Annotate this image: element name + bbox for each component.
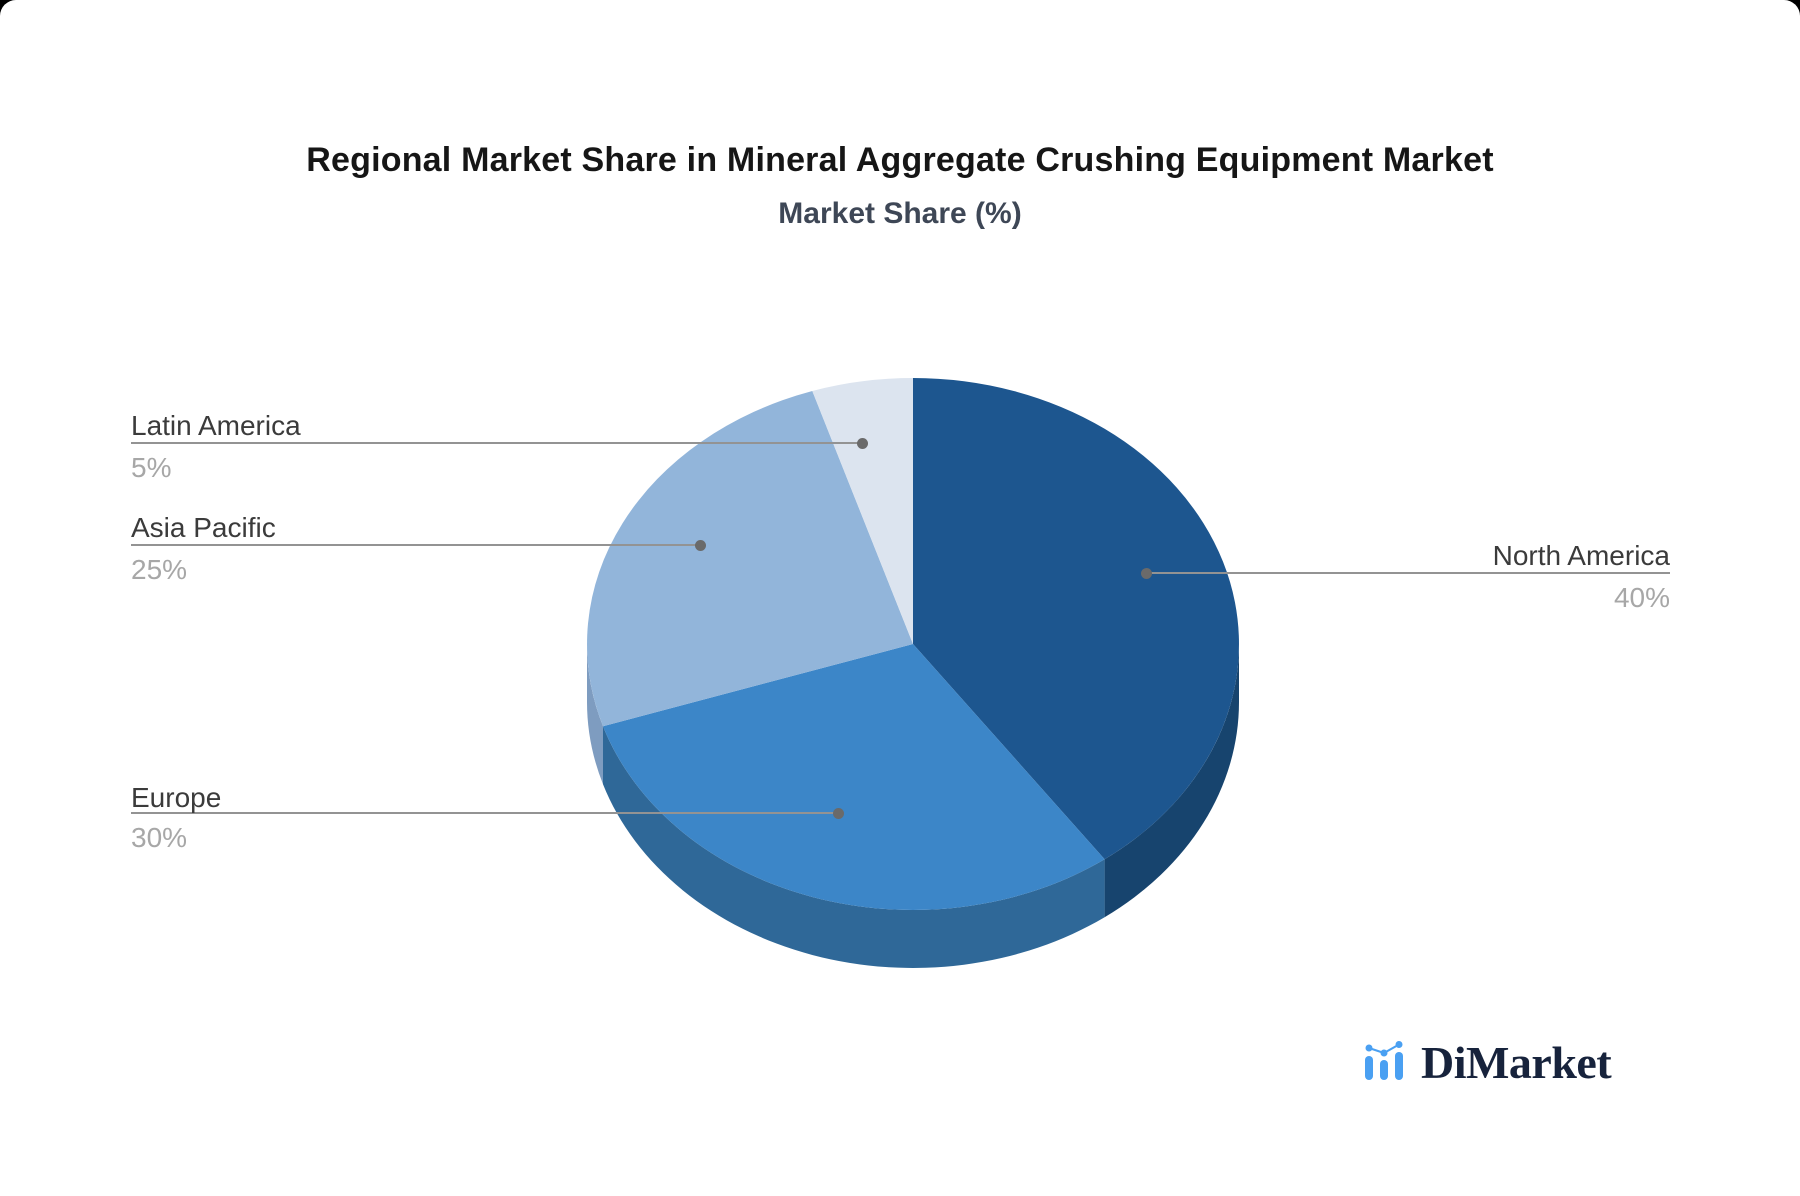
brand-logo: DiMarket <box>1363 1037 1612 1088</box>
brand-name: DiMarket <box>1421 1037 1612 1088</box>
value-north-america: 40% <box>1613 582 1670 613</box>
pie-slice-side-asia-pacific <box>587 644 603 785</box>
leader-dot-asia-pacific <box>695 540 706 551</box>
leader-dot-europe <box>833 808 844 819</box>
pie-slice-north-america[interactable] <box>913 378 1239 860</box>
leader-line-europe <box>131 812 838 814</box>
pie-slice-latin-america[interactable] <box>812 378 913 644</box>
value-europe: 30% <box>131 822 188 853</box>
chart-title: Regional Market Share in Mineral Aggrega… <box>306 141 1494 179</box>
label-north-america: North America <box>1492 540 1670 571</box>
label-latin-america: Latin America <box>131 410 301 441</box>
pie-slice-asia-pacific[interactable] <box>587 391 913 727</box>
leader-dot-latin-america <box>857 438 868 449</box>
value-latin-america: 5% <box>131 452 172 483</box>
pie-slice-europe[interactable] <box>603 644 1105 910</box>
leader-dot-north-america <box>1141 568 1152 579</box>
value-asia-pacific: 25% <box>131 554 188 585</box>
pie-slice-side-north-america <box>1104 644 1239 918</box>
leader-line-asia-pacific <box>131 544 700 546</box>
bar-line-chart-icon <box>1365 1041 1403 1080</box>
label-asia-pacific: Asia Pacific <box>131 512 276 543</box>
label-europe: Europe <box>131 782 222 813</box>
pie-slice-side-europe <box>603 726 1105 968</box>
leader-line-latin-america <box>131 442 862 444</box>
leader-line-north-america <box>1146 572 1670 574</box>
chart-subtitle: Market Share (%) <box>778 197 1022 230</box>
